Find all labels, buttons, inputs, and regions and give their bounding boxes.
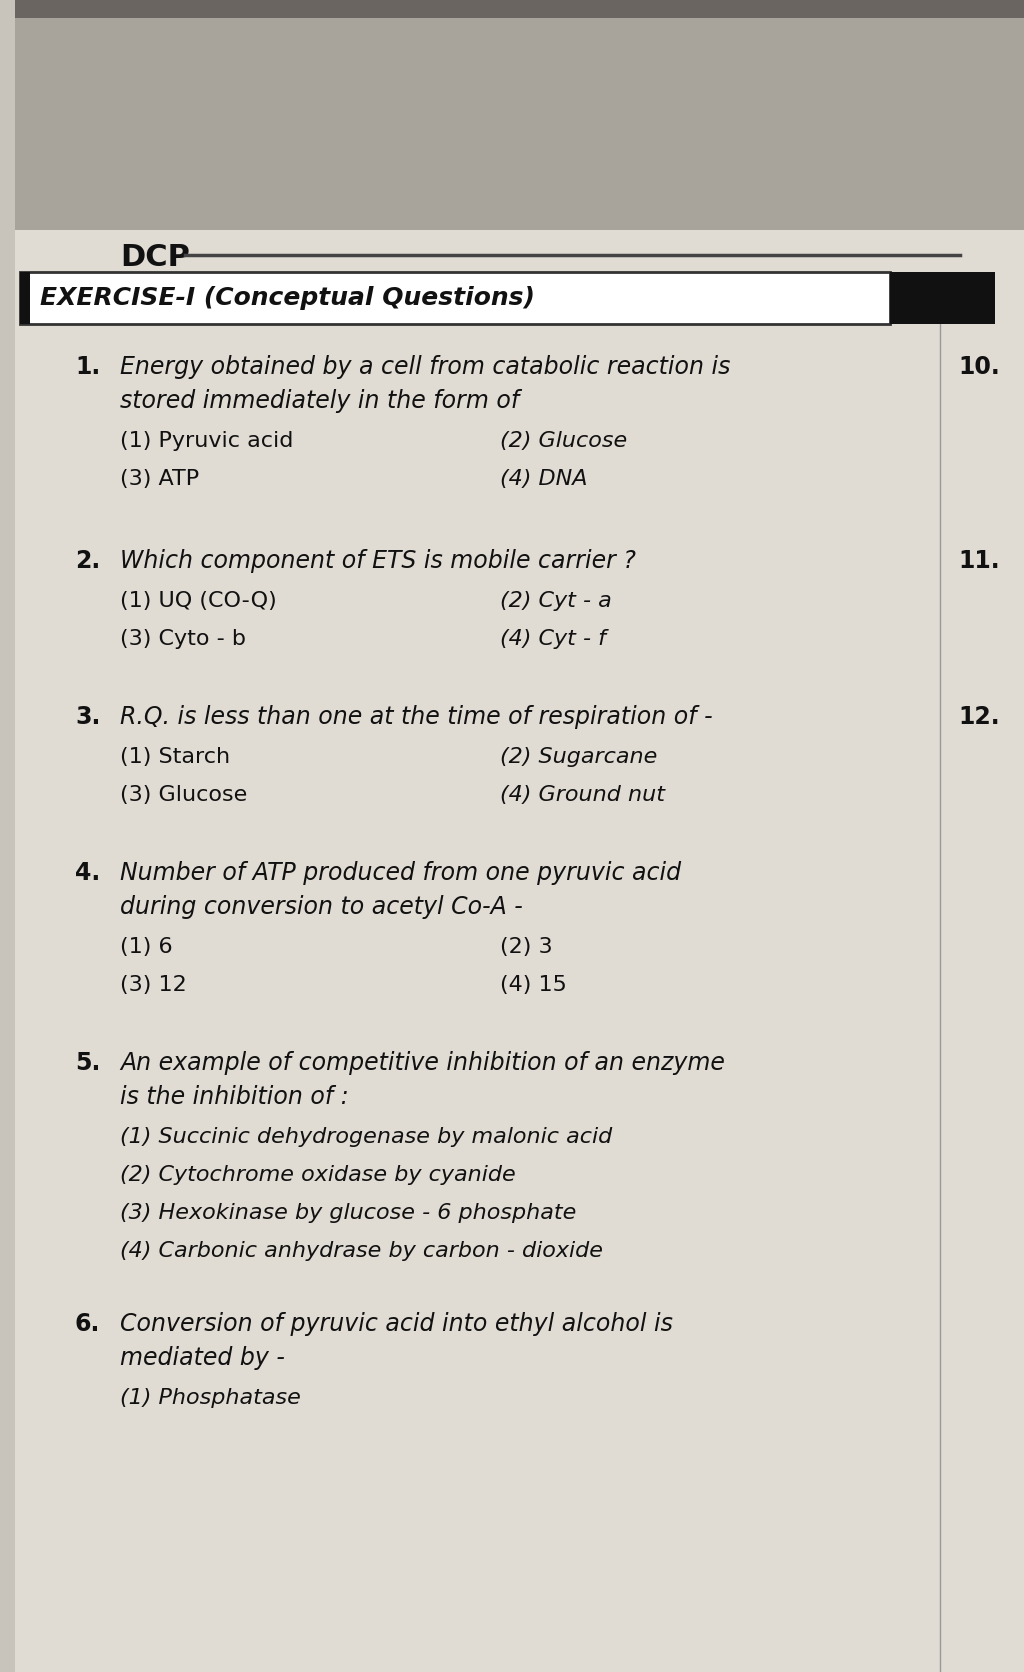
Text: (1) 6: (1) 6 <box>120 936 173 956</box>
Text: (2) Glucose: (2) Glucose <box>500 431 628 451</box>
Text: Number of ATP produced from one pyruvic acid: Number of ATP produced from one pyruvic … <box>120 861 681 884</box>
Text: An example of competitive inhibition of an enzyme: An example of competitive inhibition of … <box>120 1052 725 1075</box>
Text: 4.: 4. <box>75 861 100 884</box>
Text: (3) ATP: (3) ATP <box>120 470 199 488</box>
Text: Energy obtained by a cell from catabolic reaction is: Energy obtained by a cell from catabolic… <box>120 354 730 380</box>
Text: stored immediately in the form of: stored immediately in the form of <box>120 390 519 413</box>
Text: EXERCISE-I (Conceptual Questions): EXERCISE-I (Conceptual Questions) <box>40 286 535 309</box>
Text: (3) Hexokinase by glucose - 6 phosphate: (3) Hexokinase by glucose - 6 phosphate <box>120 1202 577 1222</box>
Text: DCP: DCP <box>120 244 189 273</box>
Text: 5.: 5. <box>75 1052 100 1075</box>
Text: (2) 3: (2) 3 <box>500 936 553 956</box>
Text: (2) Cyt - a: (2) Cyt - a <box>500 590 611 610</box>
Text: (4) Ground nut: (4) Ground nut <box>500 784 665 804</box>
Text: (4) Cyt - f: (4) Cyt - f <box>500 629 606 649</box>
Text: 1.: 1. <box>75 354 100 380</box>
FancyBboxPatch shape <box>15 0 1024 1672</box>
FancyBboxPatch shape <box>20 273 30 324</box>
Text: (4) DNA: (4) DNA <box>500 470 588 488</box>
Text: 10.: 10. <box>958 354 999 380</box>
Text: 3.: 3. <box>75 706 100 729</box>
Text: (1) Succinic dehydrogenase by malonic acid: (1) Succinic dehydrogenase by malonic ac… <box>120 1127 612 1147</box>
Text: is the inhibition of :: is the inhibition of : <box>120 1085 349 1109</box>
Text: (1) Phosphatase: (1) Phosphatase <box>120 1388 301 1408</box>
Text: (3) Cyto - b: (3) Cyto - b <box>120 629 246 649</box>
FancyBboxPatch shape <box>20 273 890 324</box>
Text: Which component of ETS is mobile carrier ?: Which component of ETS is mobile carrier… <box>120 548 636 573</box>
Text: (2) Cytochrome oxidase by cyanide: (2) Cytochrome oxidase by cyanide <box>120 1165 516 1185</box>
Text: (1) Pyruvic acid: (1) Pyruvic acid <box>120 431 293 451</box>
Text: R.Q. is less than one at the time of respiration of -: R.Q. is less than one at the time of res… <box>120 706 713 729</box>
Text: Conversion of pyruvic acid into ethyl alcohol is: Conversion of pyruvic acid into ethyl al… <box>120 1313 673 1336</box>
Text: mediated by -: mediated by - <box>120 1346 285 1369</box>
Text: 2.: 2. <box>75 548 100 573</box>
Text: (1) UQ (CO-Q): (1) UQ (CO-Q) <box>120 590 276 610</box>
Text: (3) Glucose: (3) Glucose <box>120 784 247 804</box>
FancyBboxPatch shape <box>15 0 1024 231</box>
Text: (2) Sugarcane: (2) Sugarcane <box>500 747 657 767</box>
Text: (4) Carbonic anhydrase by carbon - dioxide: (4) Carbonic anhydrase by carbon - dioxi… <box>120 1241 603 1261</box>
FancyBboxPatch shape <box>890 273 995 324</box>
Text: during conversion to acetyl Co-A -: during conversion to acetyl Co-A - <box>120 895 522 920</box>
FancyBboxPatch shape <box>15 0 1024 18</box>
Text: 11.: 11. <box>958 548 999 573</box>
Text: (1) Starch: (1) Starch <box>120 747 230 767</box>
Text: (4) 15: (4) 15 <box>500 975 567 995</box>
Text: 6.: 6. <box>75 1313 100 1336</box>
Text: 12.: 12. <box>958 706 999 729</box>
Text: (3) 12: (3) 12 <box>120 975 186 995</box>
